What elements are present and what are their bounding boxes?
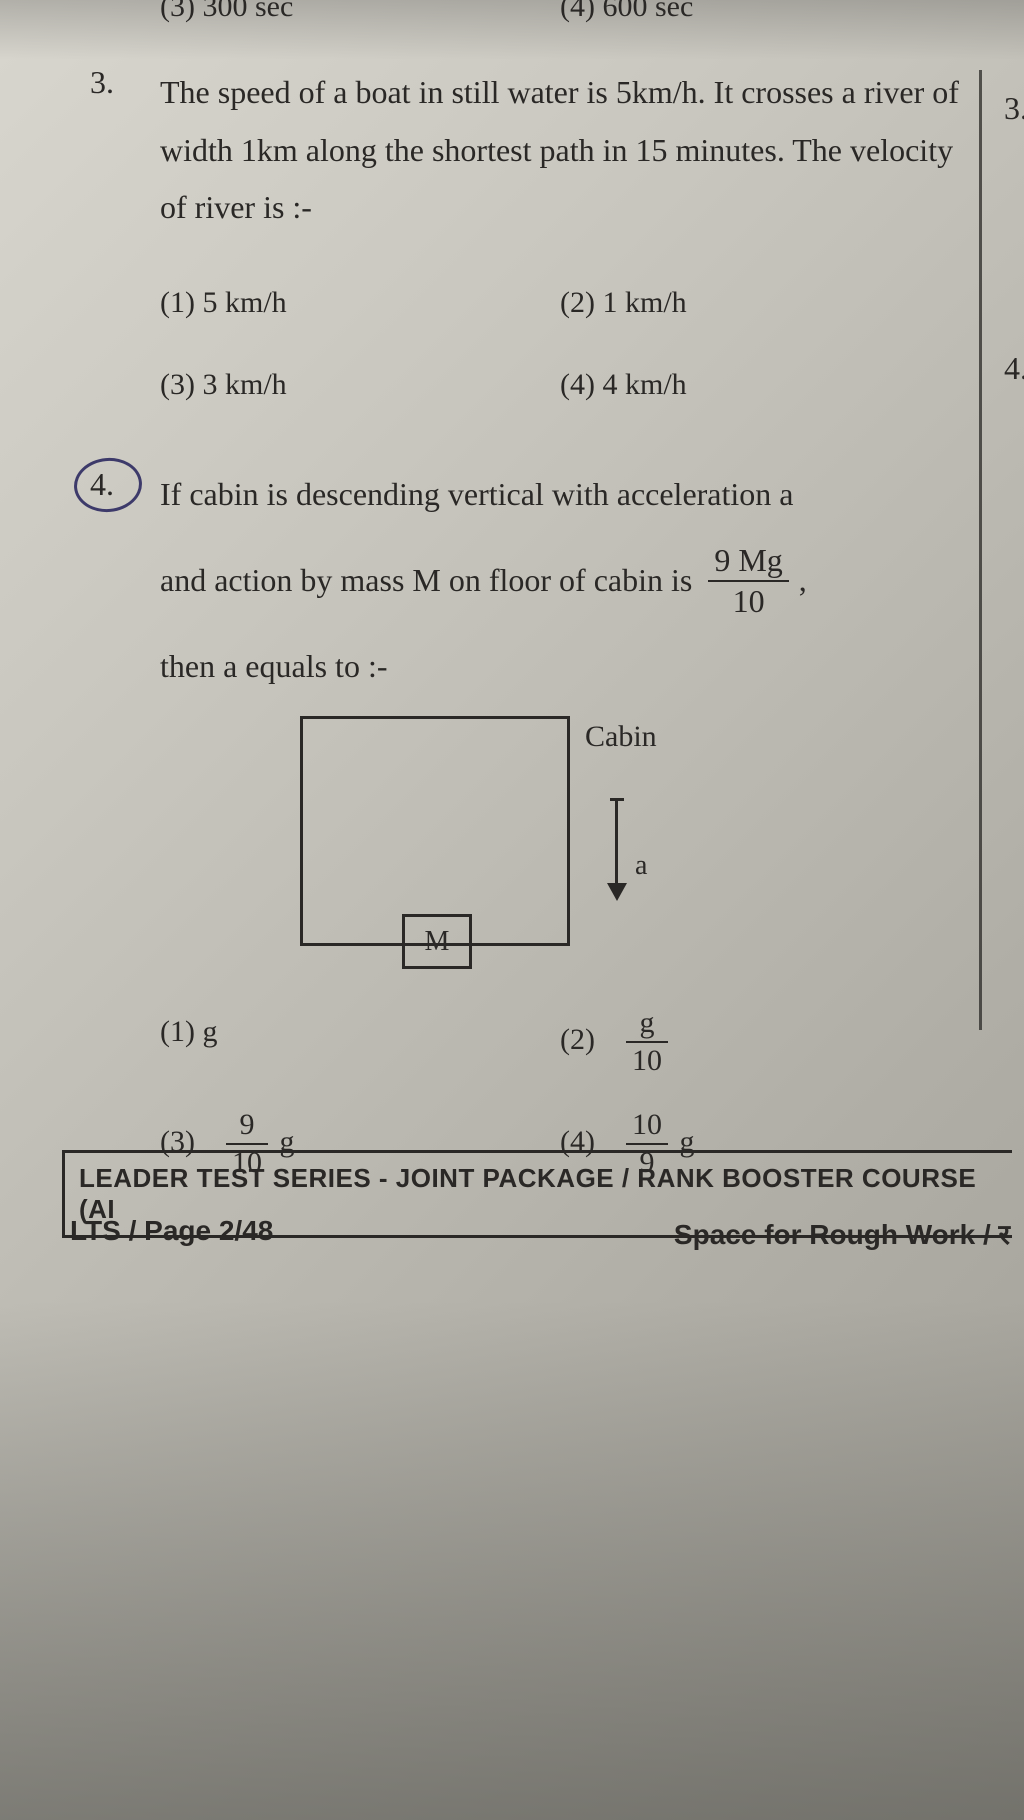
q3-options: (1) 5 km/h (2) 1 km/h (3) 3 km/h (4) 4 k… — [160, 262, 960, 426]
q3-opt-2: (2) 1 km/h — [560, 262, 960, 344]
footer-row: LTS / Page 2/48 Space for Rough Work / र — [70, 1215, 1010, 1253]
cabin-box — [300, 716, 570, 946]
q4-line2: and action by mass M on floor of cabin i… — [160, 541, 960, 620]
arrow-shaft — [615, 801, 618, 891]
q4-opt-2: (2) g 10 — [560, 991, 960, 1093]
cabin-label: Cabin — [585, 710, 657, 764]
question-3: 3. The speed of a boat in still water is… — [90, 64, 960, 426]
q4-text-b: and action by mass M on floor of cabin i… — [160, 552, 692, 610]
main-content: (3) 300 sec (4) 600 sec 3. The speed of … — [90, 0, 960, 1195]
bottom-shadow — [0, 1300, 1024, 1820]
q3-opt-1: (1) 5 km/h — [160, 262, 560, 344]
question-4: 4. If cabin is descending vertical with … — [90, 466, 960, 1195]
q3-opt-4: (4) 4 km/h — [560, 344, 960, 426]
q4-number: 4. — [90, 466, 160, 1195]
q4-body: If cabin is descending vertical with acc… — [160, 466, 960, 1195]
column-divider — [979, 70, 982, 1030]
q4-opt-2-prefix: (2) — [560, 1023, 595, 1056]
mass-box: M — [402, 914, 472, 969]
q4-frac-den: 10 — [708, 582, 788, 620]
right-col-q4-num: 4. — [1004, 350, 1024, 387]
q4-opt2-den: 10 — [626, 1043, 668, 1079]
arrow-head-icon — [607, 883, 627, 901]
q3-opt-3: (3) 3 km/h — [160, 344, 560, 426]
q4-opt3-num: 9 — [226, 1107, 268, 1145]
prev-opt-3: (3) 300 sec — [160, 0, 560, 24]
q4-line1: If cabin is descending vertical with acc… — [160, 466, 960, 524]
arrow-label: a — [635, 841, 647, 891]
q3-number: 3. — [90, 64, 160, 426]
footer-page: LTS / Page 2/48 — [70, 1215, 273, 1253]
q4-opt2-num: g — [626, 1005, 668, 1043]
acceleration-arrow: a — [605, 801, 635, 901]
cabin-diagram: M Cabin a — [300, 716, 680, 966]
q3-body: The speed of a boat in still water is 5k… — [160, 64, 960, 426]
exam-page: 3. 4. (3) 300 sec (4) 600 sec 3. The spe… — [0, 0, 1024, 1820]
circled-mark-icon: 4. — [90, 466, 114, 503]
q4-opt2-frac: g 10 — [626, 1005, 668, 1079]
footer-rough: Space for Rough Work / र — [674, 1215, 1010, 1253]
q4-opt4-num: 10 — [626, 1107, 668, 1145]
prev-opt-4: (4) 600 sec — [560, 0, 960, 24]
q4-opt-1: (1) g — [160, 991, 560, 1093]
prev-question-options: (3) 300 sec (4) 600 sec — [90, 0, 960, 24]
right-col-q3-num: 3. — [1004, 90, 1024, 127]
q4-frac-num: 9 Mg — [708, 541, 788, 581]
q4-fraction: 9 Mg 10 — [708, 541, 788, 620]
q4-comma: , — [799, 552, 807, 610]
q3-text: The speed of a boat in still water is 5k… — [160, 74, 959, 225]
q4-line3: then a equals to :- — [160, 638, 960, 696]
